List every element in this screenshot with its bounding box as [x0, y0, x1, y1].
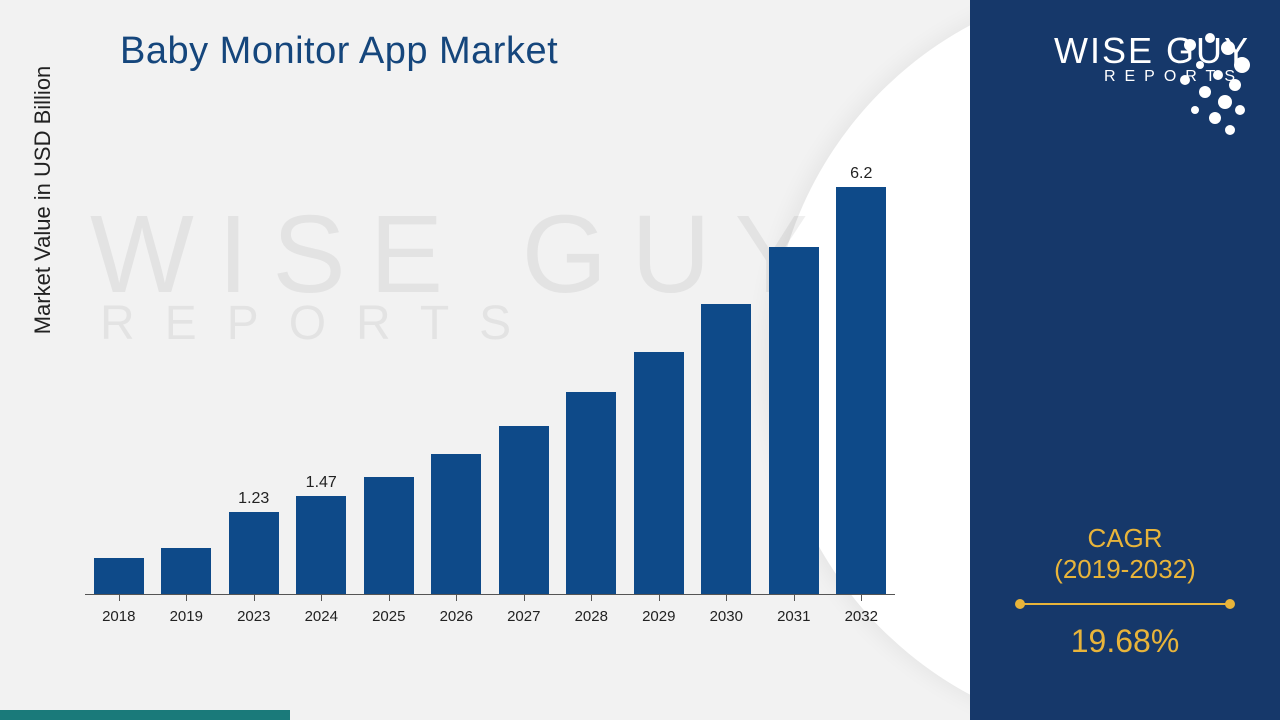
bar-value-label: 1.23	[238, 490, 269, 508]
bar	[364, 477, 414, 595]
bar-slot	[625, 165, 693, 595]
x-tick	[794, 594, 795, 601]
x-category-label: 2032	[828, 608, 896, 625]
chart-area: Baby Monitor App Market Market Value in …	[0, 0, 970, 720]
x-tick	[524, 594, 525, 601]
x-tick	[321, 594, 322, 601]
x-tick	[861, 594, 862, 601]
x-axis-categories: 2018201920232024202520262027202820292030…	[85, 608, 895, 625]
bar	[499, 426, 549, 595]
cagr-years: (2019-2032)	[1010, 554, 1240, 585]
logo-text-line1: WISE GUY	[990, 30, 1250, 72]
x-axis-line	[85, 594, 895, 595]
x-tick	[254, 594, 255, 601]
brand-logo: WISE GUY REPORTS	[990, 30, 1250, 86]
x-tick	[591, 594, 592, 601]
bar-slot	[760, 165, 828, 595]
x-category-label: 2019	[153, 608, 221, 625]
cagr-block: CAGR (2019-2032) 19.68%	[1010, 523, 1240, 660]
plot-region: 1.231.476.2 2018201920232024202520262027…	[85, 165, 895, 595]
logo-text-line2: REPORTS	[990, 68, 1250, 86]
bar-value-label: 1.47	[306, 474, 337, 492]
bar-slot	[693, 165, 761, 595]
x-tick	[456, 594, 457, 601]
bar-slot	[423, 165, 491, 595]
bar	[161, 548, 211, 595]
bar	[94, 558, 144, 595]
bar-slot: 1.23	[220, 165, 288, 595]
x-category-label: 2025	[355, 608, 423, 625]
y-axis-label-wrap: Market Value in USD Billion	[30, 0, 70, 200]
x-category-label: 2018	[85, 608, 153, 625]
x-tick	[119, 594, 120, 601]
cagr-label: CAGR	[1010, 523, 1240, 554]
bar	[769, 247, 819, 595]
bar	[431, 454, 481, 595]
page-root: WISE GUY REPORTS WISE GUY REPORTS CAGR (…	[0, 0, 1280, 720]
x-tick	[186, 594, 187, 601]
bar-slot	[558, 165, 626, 595]
y-axis-label: Market Value in USD Billion	[30, 10, 56, 390]
bar-slot	[355, 165, 423, 595]
x-category-label: 2023	[220, 608, 288, 625]
bar	[701, 304, 751, 595]
bar-slot	[490, 165, 558, 595]
x-tick	[389, 594, 390, 601]
x-tick	[659, 594, 660, 601]
x-category-label: 2026	[423, 608, 491, 625]
x-category-label: 2030	[693, 608, 761, 625]
bottom-accent-strip	[0, 710, 290, 720]
bar	[296, 496, 346, 595]
bar-slot: 6.2	[828, 165, 896, 595]
bar-value-label: 6.2	[850, 165, 872, 183]
bar-slot: 1.47	[288, 165, 356, 595]
bar	[836, 187, 886, 595]
bar-slot	[85, 165, 153, 595]
bars-container: 1.23 1.47 6.2	[85, 165, 895, 595]
bar	[229, 512, 279, 595]
x-category-label: 2029	[625, 608, 693, 625]
x-category-label: 2028	[558, 608, 626, 625]
x-tick	[726, 594, 727, 601]
bar	[634, 352, 684, 595]
cagr-value: 19.68%	[1010, 623, 1240, 660]
x-category-label: 2024	[288, 608, 356, 625]
x-category-label: 2031	[760, 608, 828, 625]
x-category-label: 2027	[490, 608, 558, 625]
chart-title: Baby Monitor App Market	[120, 30, 558, 73]
bar	[566, 392, 616, 595]
bar-slot	[153, 165, 221, 595]
cagr-divider	[1020, 603, 1230, 605]
